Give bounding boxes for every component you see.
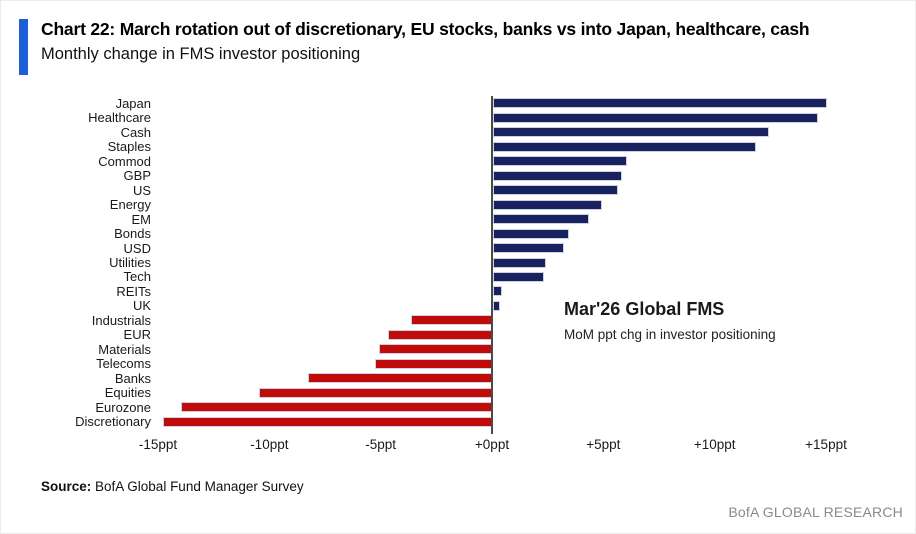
bar-staples [493,141,756,152]
y-label-materials: Materials [98,341,151,357]
bar-bonds [493,228,569,239]
y-label-em: EM [131,211,152,227]
bar-gbp [493,170,623,181]
y-label-industrials: Industrials [91,312,151,328]
x-tick-label: +0ppt [474,437,510,452]
y-label-usd: USD [123,240,151,256]
zero-axis-line [491,96,493,434]
bar-equities [259,387,493,398]
y-label-tech: Tech [123,269,151,285]
y-label-discretionary: Discretionary [75,414,151,430]
chart-subtitle: Monthly change in FMS investor positioni… [41,45,361,64]
bar-reits [493,286,502,297]
y-label-us: US [132,182,151,198]
bar-chart: Mar'26 Global FMS MoM ppt chg in investo… [1,89,915,461]
bar-us [493,185,618,196]
brand-mark: BofA GLOBAL RESEARCH [728,504,903,520]
y-label-gbp: GBP [123,168,151,184]
chart-title: Chart 22: March rotation out of discreti… [41,19,810,39]
x-tick-label: +15ppt [805,437,847,452]
header-text: Chart 22: March rotation out of discreti… [41,17,810,75]
y-label-commod: Commod [98,153,151,169]
y-label-telecoms: Telecoms [96,356,151,372]
y-label-staples: Staples [107,139,151,155]
bar-commod [493,156,627,167]
chart-annotation: Mar'26 Global FMS MoM ppt chg in investo… [564,299,776,342]
source-line: Source: BofA Global Fund Manager Survey [41,479,304,494]
bar-uk [493,300,500,311]
bar-healthcare [493,112,819,123]
y-label-banks: Banks [114,370,151,386]
y-label-eurozone: Eurozone [95,399,151,415]
x-tick-label: -5ppt [365,437,397,452]
bar-materials [379,344,493,355]
y-label-bonds: Bonds [114,226,151,242]
y-label-japan: Japan [115,95,151,111]
bar-banks [308,373,493,384]
title-accent-bar [19,19,28,75]
bar-cash [493,127,770,138]
chart-header: Chart 22: March rotation out of discreti… [19,17,810,75]
x-tick-label: +10ppt [693,437,736,452]
y-label-eur: EUR [123,327,151,343]
bar-usd [493,243,565,254]
bar-em [493,214,589,225]
bar-eur [388,329,493,340]
y-label-reits: REITs [116,283,151,299]
bar-telecoms [374,358,493,369]
y-label-utilities: Utilities [109,255,151,270]
bar-discretionary [163,416,493,427]
source-label: Source: [41,479,92,494]
y-label-energy: Energy [109,197,151,213]
bar-industrials [410,315,493,326]
y-label-uk: UK [132,298,151,314]
bar-eurozone [181,402,493,413]
annotation-title: Mar'26 Global FMS [564,299,725,319]
bar-japan [493,98,827,109]
bar-utilities [493,257,547,268]
x-tick-label: -15ppt [138,437,178,452]
bar-energy [493,199,603,210]
annotation-subtitle: MoM ppt chg in investor positioning [564,327,776,342]
bar-tech [493,271,545,282]
y-label-cash: Cash [120,124,151,140]
source-text: BofA Global Fund Manager Survey [91,479,304,494]
y-label-healthcare: Healthcare [88,110,151,126]
y-label-equities: Equities [104,385,151,401]
x-tick-label: +5ppt [586,437,621,452]
x-tick-label: -10ppt [250,437,289,452]
